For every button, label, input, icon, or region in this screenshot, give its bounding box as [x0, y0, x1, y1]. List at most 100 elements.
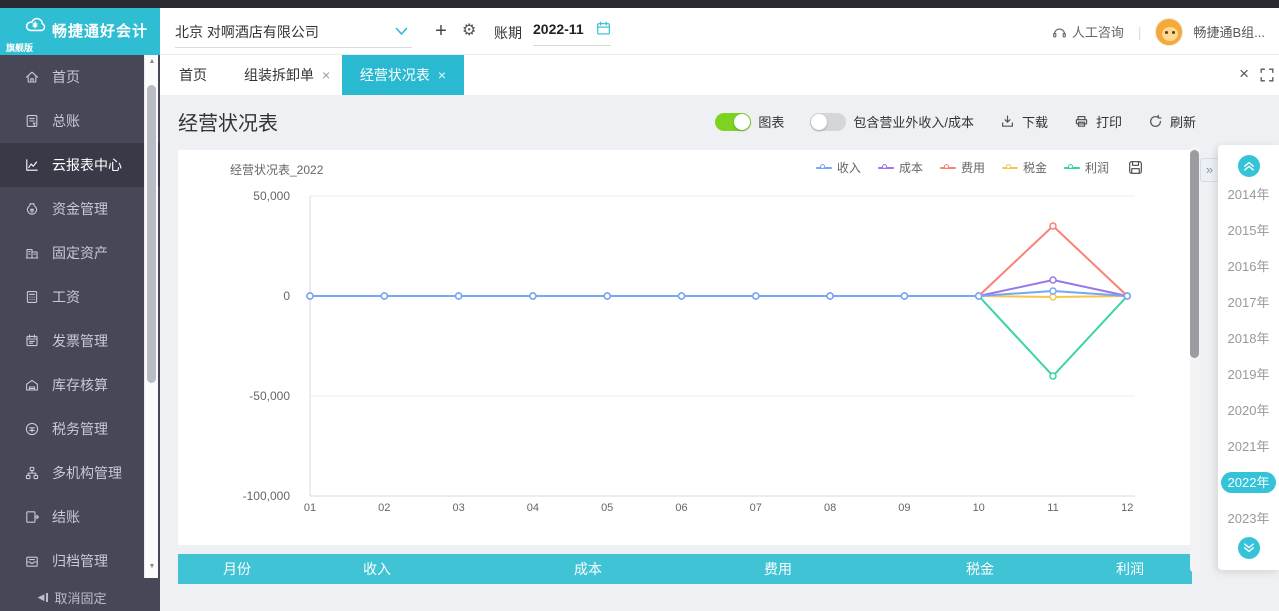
sidebar-item-multi-org[interactable]: 多机构管理: [0, 451, 160, 495]
x-axis-tick: 01: [303, 502, 317, 514]
invoice-icon: [26, 334, 38, 347]
close-icon[interactable]: ×: [322, 67, 331, 83]
legend-item-tax[interactable]: 税金: [1001, 159, 1047, 176]
chart-toggle[interactable]: [715, 112, 752, 131]
x-axis-tick: 05: [601, 502, 614, 514]
refresh-label: 刷新: [1169, 115, 1196, 130]
refresh-button[interactable]: 刷新: [1148, 112, 1196, 131]
unpin-label: 取消固定: [54, 590, 107, 606]
sidebar-item-archive[interactable]: 归档管理: [0, 539, 160, 583]
period-value: 2022-11: [533, 21, 584, 37]
legend-item-income[interactable]: 收入: [815, 159, 861, 176]
main-scrollbar-thumb[interactable]: [1190, 150, 1199, 358]
year-item-2021[interactable]: 2021年: [1227, 439, 1270, 454]
user-avatar[interactable]: [1155, 17, 1184, 46]
year-item-2019[interactable]: 2019年: [1227, 367, 1270, 382]
year-item-2017[interactable]: 2017年: [1227, 295, 1270, 310]
company-selector[interactable]: 北京 对啊酒店有限公司: [175, 16, 412, 48]
sidebar-item-label: 库存核算: [52, 377, 108, 393]
archive-box-icon: [26, 556, 38, 567]
fullscreen-icon[interactable]: [1259, 67, 1275, 83]
sidebar-scrollbar[interactable]: ▲ ▼: [144, 55, 158, 578]
printer-icon: [1075, 116, 1088, 127]
print-button[interactable]: 打印: [1074, 112, 1122, 131]
legend-marker: [1063, 163, 1080, 172]
money-bag-icon: [26, 203, 38, 215]
scroll-down-icon[interactable]: ▼: [148, 563, 156, 570]
include-nonoperating-toggle[interactable]: [810, 112, 847, 131]
year-item-2014[interactable]: 2014年: [1227, 187, 1270, 202]
include-nonoperating-label: 包含营业外收入/成本: [853, 115, 974, 130]
download-button[interactable]: 下载: [1000, 112, 1048, 131]
year-item-2022-selected[interactable]: 2022年: [1220, 465, 1277, 501]
support-link[interactable]: 人工咨询: [1052, 22, 1124, 41]
year-item-2018[interactable]: 2018年: [1227, 331, 1270, 346]
y-axis-tick: -100,000: [242, 489, 290, 503]
chart-toggle-label: 图表: [758, 115, 785, 130]
tab-assembly-disassembly[interactable]: 组装拆卸单 ×: [230, 55, 344, 95]
unpin-sidebar-button[interactable]: ◀ 取消固定: [0, 583, 144, 611]
toggle-knob: [734, 113, 751, 130]
col-tax: 税金: [966, 561, 994, 577]
x-axis-tick: 11: [1047, 502, 1059, 514]
legend-item-cost[interactable]: 成本: [877, 159, 923, 176]
tab-home[interactable]: 首页: [165, 55, 221, 95]
print-label: 打印: [1095, 115, 1122, 130]
year-item-2020[interactable]: 2020年: [1227, 403, 1270, 418]
close-icon[interactable]: ×: [437, 67, 447, 83]
window-top-strip: [0, 0, 1279, 8]
main-scrollbar-track[interactable]: [1190, 145, 1200, 573]
sidebar-item-label: 云报表中心: [52, 157, 122, 173]
legend-item-profit[interactable]: 利润: [1063, 159, 1109, 176]
sidebar-scrollbar-thumb[interactable]: [147, 85, 156, 383]
sidebar-item-label: 资金管理: [52, 201, 108, 217]
close-all-icon[interactable]: ×: [1239, 64, 1249, 83]
brand-name: 畅捷通好会计: [52, 23, 149, 40]
tab-operating-status[interactable]: 经营状况表 ×: [342, 55, 464, 95]
sidebar-item-general-ledger[interactable]: 总账: [0, 99, 160, 143]
col-expense: 费用: [764, 561, 792, 577]
include-nonoperating-toggle-group: 包含营业外收入/成本: [810, 112, 974, 131]
period-picker[interactable]: 2022-11: [533, 18, 611, 46]
year-panel-collapse-button[interactable]: »: [1200, 158, 1218, 182]
legend-label: 利润: [1084, 161, 1109, 175]
year-panel: 2014年 2015年 2016年 2017年 2018年 2019年 2020…: [1218, 145, 1279, 570]
y-axis-tick: 0: [283, 289, 290, 303]
year-item-2023[interactable]: 2023年: [1227, 511, 1270, 526]
sidebar-item-fixed-assets[interactable]: 固定资产: [0, 231, 160, 275]
x-axis-tick: 09: [898, 502, 911, 514]
year-scroll-down-button[interactable]: [1237, 537, 1260, 559]
sidebar-item-label: 归档管理: [52, 553, 108, 569]
year-item-2015[interactable]: 2015年: [1227, 223, 1270, 238]
legend-item-expense[interactable]: 费用: [939, 159, 985, 176]
legend-label: 成本: [898, 161, 923, 175]
sidebar-item-inventory[interactable]: 库存核算: [0, 363, 160, 407]
double-chevron-down-icon: [1243, 543, 1254, 553]
save-chart-icon[interactable]: [1128, 160, 1143, 175]
gear-icon[interactable]: ⚙: [462, 22, 477, 39]
sidebar-item-funds[interactable]: 资金管理: [0, 187, 160, 231]
user-name[interactable]: 畅捷通B组...: [1193, 25, 1265, 40]
year-item-2016[interactable]: 2016年: [1227, 259, 1270, 274]
sidebar-item-invoice[interactable]: 发票管理: [0, 319, 160, 363]
brand-logo[interactable]: 畅捷通好会计 旗舰版: [0, 8, 160, 55]
calendar-icon: [597, 21, 610, 35]
report-center-icon: [26, 159, 38, 171]
sidebar-item-label: 工资: [52, 289, 80, 305]
sidebar-item-label: 固定资产: [52, 245, 108, 261]
sidebar-item-closing[interactable]: 结账: [0, 495, 160, 539]
x-axis-tick: 04: [526, 502, 540, 514]
year-scroll-up-button[interactable]: [1237, 155, 1260, 177]
x-axis-tick: 07: [749, 502, 762, 514]
sidebar-item-label: 总账: [52, 113, 80, 129]
sidebar-item-tax[interactable]: 税务管理: [0, 407, 160, 451]
sidebar-item-report-center[interactable]: 云报表中心: [0, 143, 160, 187]
add-icon[interactable]: +: [435, 20, 447, 42]
app-header: 畅捷通好会计 旗舰版 北京 对啊酒店有限公司 + ⚙ 账期 2022-11: [0, 8, 1279, 55]
brand-edition-badge: 旗舰版: [6, 43, 34, 53]
sidebar-item-home[interactable]: 首页: [0, 55, 160, 99]
y-axis-tick: 50,000: [253, 189, 290, 203]
scroll-up-icon[interactable]: ▲: [148, 58, 156, 65]
sidebar-item-payroll[interactable]: 工资: [0, 275, 160, 319]
legend-marker: [877, 163, 894, 172]
